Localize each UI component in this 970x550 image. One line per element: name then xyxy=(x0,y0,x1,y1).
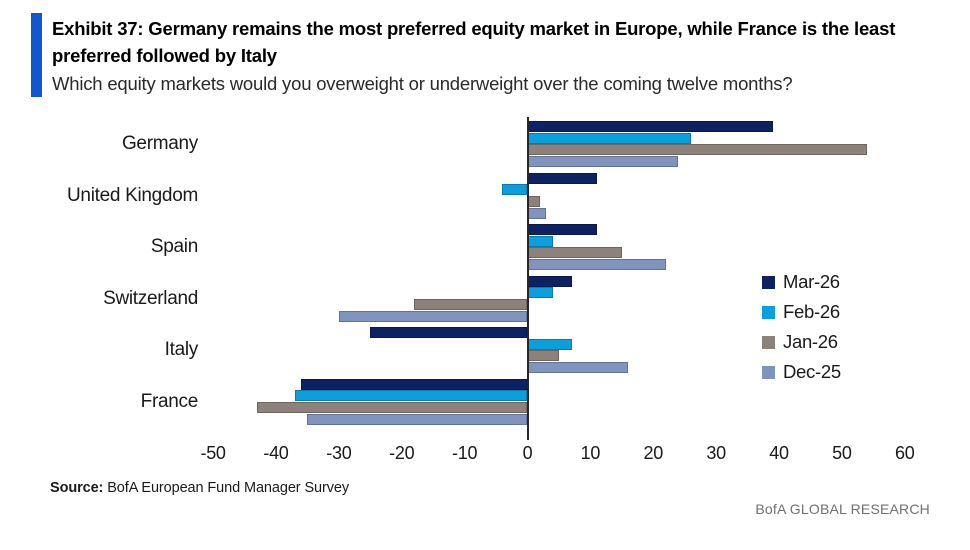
bar-united-kingdom-dec-25 xyxy=(527,207,547,219)
brand-text: BofA GLOBAL RESEARCH xyxy=(755,501,930,517)
bar-germany-mar-26 xyxy=(527,121,773,132)
x-tick-label: 30 xyxy=(706,443,726,463)
source-text: BofA European Fund Manager Survey xyxy=(103,480,349,496)
source-label: Source: xyxy=(50,480,104,496)
bar-switzerland-feb-26 xyxy=(527,287,553,299)
x-tick-label: 60 xyxy=(895,443,915,463)
x-tick-label: -20 xyxy=(389,443,415,463)
x-tick-label: 0 xyxy=(522,443,533,463)
legend-swatch-feb-26 xyxy=(762,305,775,319)
x-tick-label: -50 xyxy=(200,443,226,463)
bar-italy-dec-25 xyxy=(527,362,629,374)
x-tick-label: -30 xyxy=(326,443,352,463)
x-tick-label: 50 xyxy=(832,443,852,463)
bar-france-mar-26 xyxy=(301,378,528,390)
category-label-italy: Italy xyxy=(164,339,199,361)
bar-switzerland-jan-26 xyxy=(414,298,528,310)
bar-germany-dec-25 xyxy=(527,156,679,168)
x-tick-label: 10 xyxy=(580,443,601,463)
legend-label-dec-25: Dec-25 xyxy=(783,361,841,382)
legend-swatch-jan-26 xyxy=(762,335,775,349)
legend-label-mar-26: Mar-26 xyxy=(783,271,840,292)
category-label-france: France xyxy=(140,390,199,412)
category-label-united-kingdom: United Kingdom xyxy=(67,184,198,206)
category-label-spain: Spain xyxy=(150,236,198,258)
legend-item-dec-25: Dec-25 xyxy=(762,360,841,384)
x-tick-label: -10 xyxy=(452,443,478,463)
x-tick-label: 20 xyxy=(643,443,664,463)
bar-italy-feb-26 xyxy=(527,338,572,350)
grouped-bar-chart: Germany United Kingdom Spain Switzerland Ita… xyxy=(0,110,970,475)
category-label-switzerland: Switzerland xyxy=(103,287,198,309)
legend-item-feb-26: Feb-26 xyxy=(762,300,840,324)
source-note: Source: BofA European Fund Manager Surve… xyxy=(50,480,349,496)
bar-spain-feb-26 xyxy=(527,235,553,247)
legend-label-jan-26: Jan-26 xyxy=(783,331,838,352)
title-accent-bar xyxy=(31,13,42,97)
x-tick-label: 40 xyxy=(769,443,789,463)
exhibit-subtitle: Which equity markets would you overweigh… xyxy=(52,73,793,94)
bar-france-jan-26 xyxy=(257,401,528,413)
legend-item-mar-26: Mar-26 xyxy=(762,270,840,294)
legend-item-jan-26: Jan-26 xyxy=(762,330,838,354)
legend-label-feb-26: Feb-26 xyxy=(783,301,840,322)
bar-spain-jan-26 xyxy=(527,247,622,259)
bar-switzerland-mar-26 xyxy=(527,275,572,287)
bar-united-kingdom-feb-26 xyxy=(502,184,528,196)
exhibit-title: Exhibit 37: Germany remains the most pre… xyxy=(52,18,896,66)
bar-france-feb-26 xyxy=(294,390,528,402)
bar-spain-mar-26 xyxy=(527,224,597,235)
bar-germany-jan-26 xyxy=(527,144,868,156)
legend-swatch-dec-25 xyxy=(762,365,775,379)
bar-united-kingdom-jan-26 xyxy=(527,195,541,207)
bar-france-dec-25 xyxy=(307,413,528,425)
bar-switzerland-dec-25 xyxy=(338,310,528,322)
bar-italy-jan-26 xyxy=(527,350,559,362)
legend-swatch-mar-26 xyxy=(762,275,775,289)
bar-spain-dec-25 xyxy=(527,259,666,271)
bar-germany-feb-26 xyxy=(527,132,691,144)
zero-axis-line xyxy=(526,117,529,440)
category-label-germany: Germany xyxy=(121,133,198,155)
x-tick-label: -40 xyxy=(263,443,289,463)
bar-italy-mar-26 xyxy=(370,327,528,338)
bar-united-kingdom-mar-26 xyxy=(527,172,597,184)
